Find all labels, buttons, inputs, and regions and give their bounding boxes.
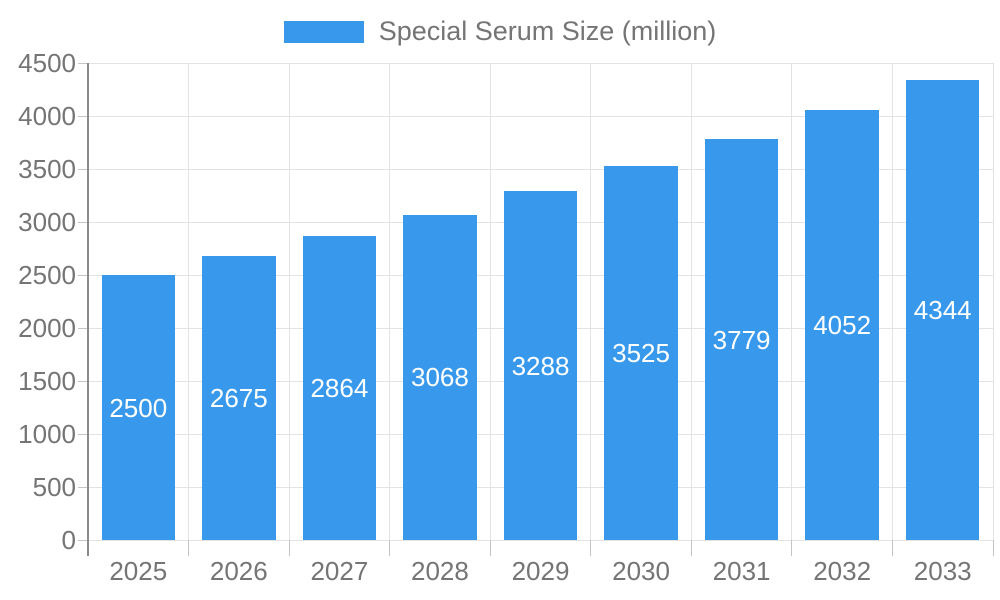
x-tick: [288, 540, 290, 556]
y-axis-ticks: [78, 62, 88, 541]
gridline-vertical: [891, 63, 893, 540]
bar-value-label: 3525: [612, 338, 670, 369]
gridline-vertical: [389, 63, 391, 540]
legend-label: Special Serum Size (million): [378, 16, 717, 46]
x-tick: [992, 540, 994, 556]
x-axis-label: 2032: [813, 556, 872, 586]
x-axis-label: 2027: [310, 556, 369, 586]
x-axis-ticks: [88, 540, 994, 556]
y-axis-label: 4500: [18, 48, 76, 78]
x-axis-labels: 2025 2026 2027 2028 2029 2030 2031 2032 2033: [88, 554, 993, 588]
y-tick: [78, 274, 88, 276]
gridline-vertical: [188, 63, 190, 540]
bar: 3288: [503, 191, 578, 540]
x-axis-label: 2033: [913, 556, 972, 586]
y-axis-label: 3000: [18, 207, 76, 237]
y-tick: [78, 115, 88, 117]
y-tick: [78, 168, 88, 170]
bar: 2864: [302, 236, 377, 540]
y-tick: [78, 221, 88, 223]
legend-swatch: [283, 20, 364, 43]
y-tick: [78, 486, 88, 488]
gridline-vertical: [791, 63, 793, 540]
legend: Special Serum Size (million): [0, 16, 1000, 47]
plot-area: 2500 2675 2864 3068 3288 3525 3779 4052 4344: [88, 62, 994, 541]
x-axis-label: 2028: [411, 556, 469, 586]
gridline-horizontal: [88, 115, 993, 117]
bar: 2500: [101, 275, 175, 540]
x-tick: [791, 540, 793, 556]
y-axis-labels: 0 500 1000 1500 2000 2500 3000 3500 4000 4500: [0, 48, 76, 555]
gridline-vertical: [590, 63, 592, 540]
bar: 4344: [906, 79, 980, 540]
x-axis-label: 2029: [511, 556, 570, 586]
x-axis-label: 2030: [612, 556, 670, 586]
x-axis-label: 2031: [712, 556, 771, 586]
gridline-horizontal: [88, 168, 993, 170]
bar-value-label: 3288: [511, 350, 570, 381]
bar-value-label: 3068: [411, 362, 469, 393]
gridline-horizontal: [88, 539, 993, 541]
bar: 3779: [704, 139, 779, 540]
x-tick: [891, 540, 893, 556]
gridline-vertical: [992, 63, 994, 540]
bar: 2675: [202, 256, 276, 540]
x-axis-label: 2025: [109, 556, 168, 586]
y-tick: [78, 380, 88, 382]
y-tick: [78, 433, 88, 435]
y-axis-label: 2500: [18, 260, 76, 290]
x-tick: [690, 540, 692, 556]
bar-value-label: 2864: [310, 373, 369, 404]
y-axis-line: [87, 63, 89, 556]
y-axis-label: 1500: [18, 366, 76, 396]
bar-value-label: 4052: [813, 310, 872, 341]
bar-value-label: 2675: [209, 383, 268, 414]
bar-value-label: 4344: [913, 294, 972, 325]
y-axis-label: 4000: [18, 101, 76, 131]
bar-value-label: 2500: [109, 392, 168, 423]
y-tick: [78, 539, 88, 541]
y-axis-label: 3500: [18, 154, 76, 184]
gridline-vertical: [489, 63, 491, 540]
x-tick: [489, 540, 491, 556]
y-tick: [78, 62, 88, 64]
bar: 3525: [604, 166, 678, 540]
y-axis-label: 500: [32, 472, 76, 502]
x-axis-label: 2026: [209, 556, 268, 586]
gridline-vertical: [288, 63, 290, 540]
x-tick: [389, 540, 391, 556]
y-axis-label: 1000: [18, 419, 76, 449]
x-tick: [188, 540, 190, 556]
y-axis-label: 0: [61, 525, 76, 555]
x-tick: [590, 540, 592, 556]
bar: 3068: [403, 214, 477, 540]
bar-value-label: 3779: [712, 324, 771, 355]
y-axis-label: 2000: [18, 313, 76, 343]
gridline-vertical: [690, 63, 692, 540]
bar: 4052: [805, 110, 879, 540]
y-tick: [78, 327, 88, 329]
gridline-horizontal: [88, 62, 993, 64]
